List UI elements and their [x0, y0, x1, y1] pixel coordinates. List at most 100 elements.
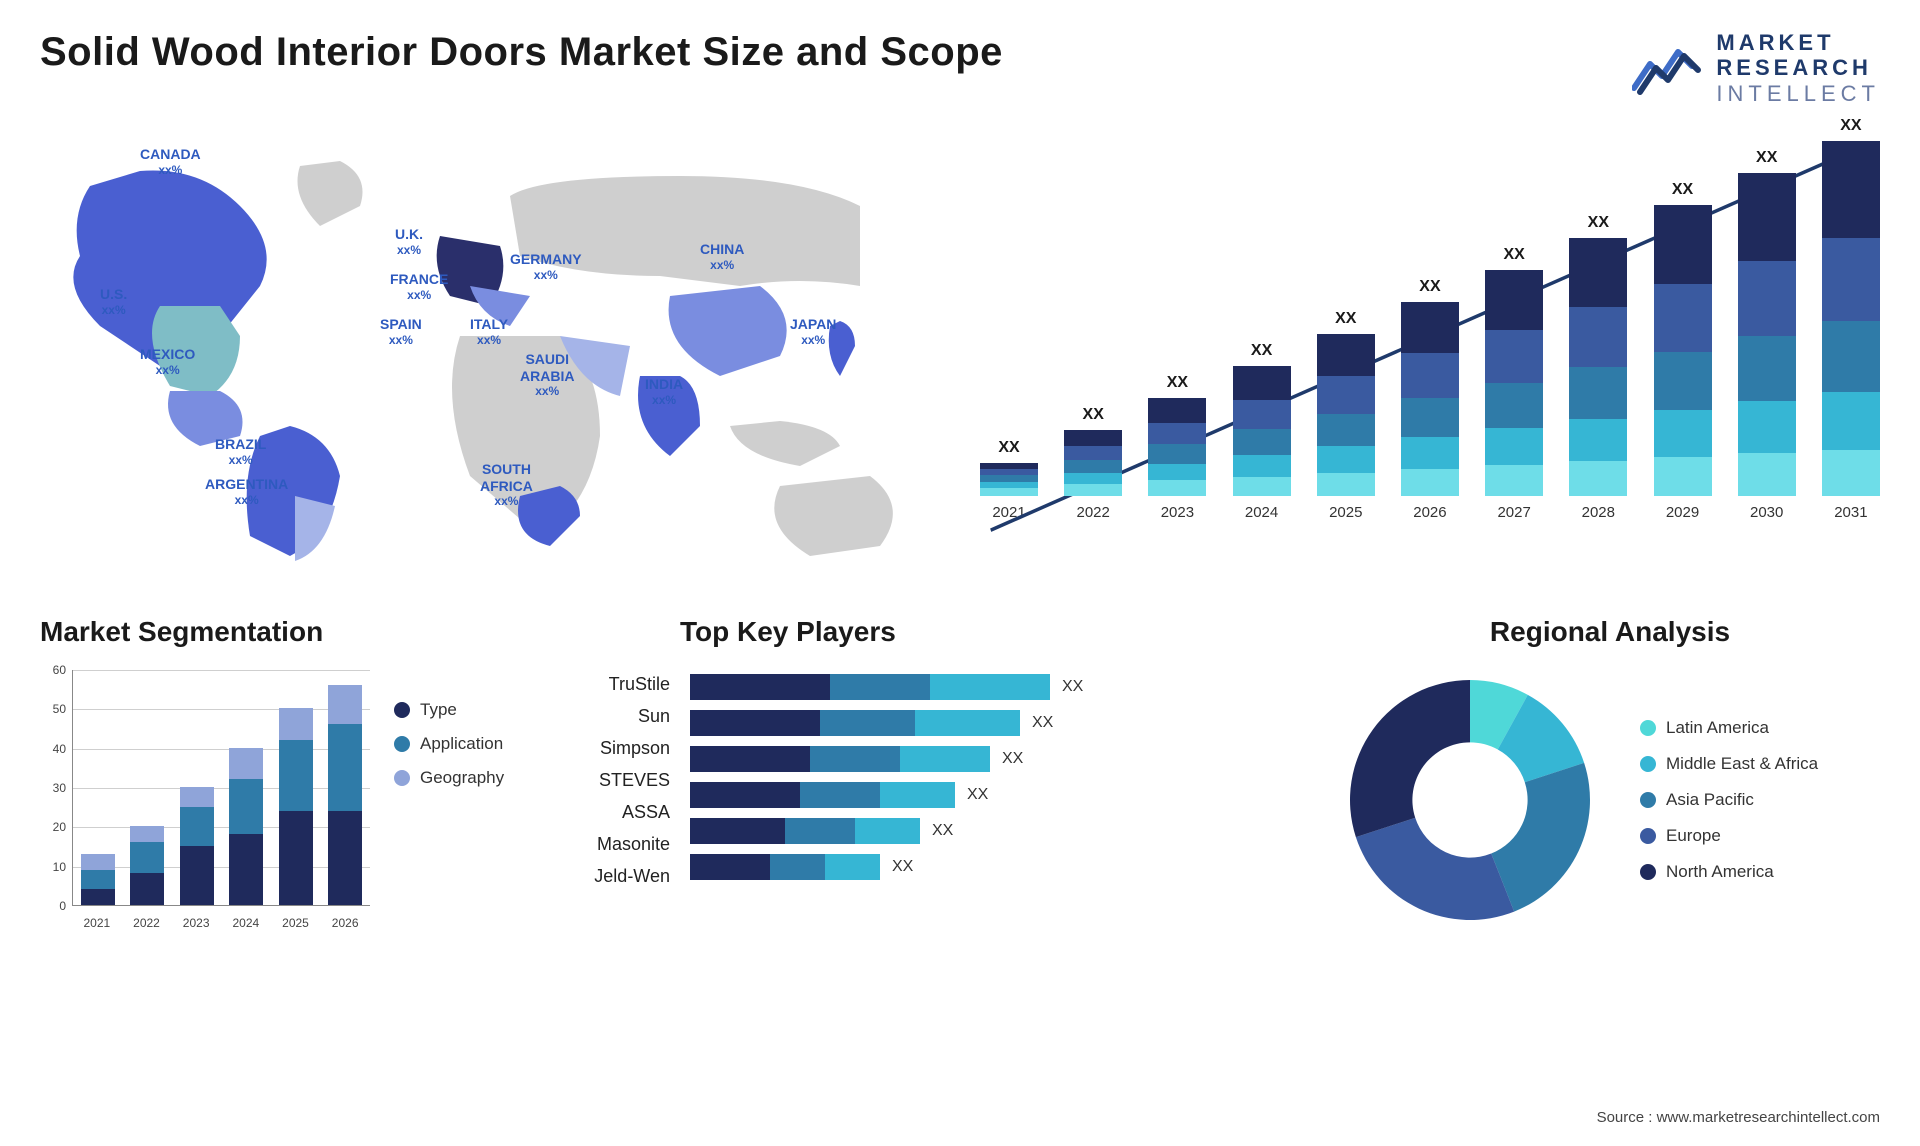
legend-item: Application [394, 734, 504, 754]
growth-bar: XX [1148, 374, 1206, 496]
player-value-label: XX [1062, 678, 1083, 696]
bar-value-label: XX [998, 439, 1019, 457]
player-name: STEVES [560, 770, 670, 791]
x-axis-label: 2023 [176, 916, 216, 930]
player-name: ASSA [560, 802, 670, 823]
players-list: TruStile Sun Simpson STEVES ASSA Masonite Jeld… [560, 674, 670, 887]
growth-bar: XX [980, 439, 1038, 496]
segmentation-bar [81, 854, 115, 905]
growth-bar: XX [1485, 246, 1543, 496]
bar-value-label: XX [1335, 310, 1356, 328]
regional-section: Regional Analysis Latin America Middle Ea… [1340, 616, 1880, 930]
legend-item: North America [1640, 862, 1818, 882]
growth-bar: XX [1822, 117, 1880, 496]
player-name: Simpson [560, 738, 670, 759]
year-tick: 2025 [1317, 504, 1375, 521]
players-section: Top Key Players TruStileSunSimpsonSTEVES… [680, 616, 1320, 930]
segmentation-bar [279, 708, 313, 905]
legend-item: Geography [394, 768, 504, 788]
players-bars: XXXXXXXXXXXX [690, 674, 1320, 887]
page-title: Solid Wood Interior Doors Market Size an… [40, 30, 1003, 75]
segmentation-bar [328, 685, 362, 905]
player-bar-row: XX [690, 854, 1320, 880]
x-axis-label: 2025 [276, 916, 316, 930]
map-label: CANADAxx% [140, 146, 201, 177]
player-bar-row: XX [690, 746, 1320, 772]
growth-bar: XX [1654, 181, 1712, 496]
segmentation-title: Market Segmentation [40, 616, 660, 648]
map-label: JAPANxx% [790, 316, 836, 347]
x-axis-label: 2021 [77, 916, 117, 930]
segmentation-bar [180, 787, 214, 905]
player-name: Jeld-Wen [560, 866, 670, 887]
map-label: ARGENTINAxx% [205, 476, 288, 507]
year-tick: 2028 [1569, 504, 1627, 521]
donut-chart [1340, 670, 1600, 930]
logo-icon [1632, 40, 1702, 96]
player-name: TruStile [560, 674, 670, 695]
legend-item: Europe [1640, 826, 1818, 846]
bottom-row: Market Segmentation 01020304050602021202… [40, 616, 1880, 930]
player-bar-row: XX [690, 710, 1320, 736]
player-value-label: XX [892, 858, 913, 876]
y-axis-label: 10 [40, 860, 66, 874]
segmentation-bar [229, 748, 263, 905]
player-value-label: XX [1002, 750, 1023, 768]
map-label: SAUDIARABIAxx% [520, 351, 574, 399]
year-tick: 2031 [1822, 504, 1880, 521]
x-axis-label: 2026 [325, 916, 365, 930]
growth-bar: XX [1401, 278, 1459, 496]
map-label: ITALYxx% [470, 316, 508, 347]
logo: MARKET RESEARCH INTELLECT [1632, 30, 1880, 106]
players-title: Top Key Players [680, 616, 1320, 648]
regional-title: Regional Analysis [1340, 616, 1880, 648]
map-label: SOUTHAFRICAxx% [480, 461, 533, 509]
segmentation-legend: Type Application Geography [394, 700, 504, 788]
growth-bar: XX [1233, 342, 1291, 496]
bar-value-label: XX [1756, 149, 1777, 167]
y-axis-label: 0 [40, 899, 66, 913]
y-axis-label: 30 [40, 781, 66, 795]
header: Solid Wood Interior Doors Market Size an… [40, 30, 1880, 106]
map-label: CHINAxx% [700, 241, 744, 272]
year-tick: 2027 [1485, 504, 1543, 521]
player-name: Sun [560, 706, 670, 727]
segmentation-bar [130, 826, 164, 905]
x-axis-label: 2024 [226, 916, 266, 930]
map-label: U.K.xx% [395, 226, 423, 257]
bar-value-label: XX [1503, 246, 1524, 264]
region-legend: Latin America Middle East & Africa Asia Pa… [1640, 718, 1818, 882]
growth-bar: XX [1569, 214, 1627, 496]
legend-item: Middle East & Africa [1640, 754, 1818, 774]
map-label: INDIAxx% [645, 376, 683, 407]
player-name: Masonite [560, 834, 670, 855]
player-value-label: XX [1032, 714, 1053, 732]
x-axis-label: 2022 [127, 916, 167, 930]
map-label: U.S.xx% [100, 286, 127, 317]
player-bar-row: XX [690, 674, 1320, 700]
y-axis-label: 60 [40, 663, 66, 677]
y-axis-label: 50 [40, 702, 66, 716]
year-tick: 2029 [1654, 504, 1712, 521]
player-bar-row: XX [690, 782, 1320, 808]
bar-value-label: XX [1588, 214, 1609, 232]
year-tick: 2024 [1233, 504, 1291, 521]
world-map: CANADAxx%U.S.xx%MEXICOxx%BRAZILxx%ARGENT… [40, 136, 940, 566]
growth-bar: XX [1064, 406, 1122, 496]
bar-value-label: XX [1672, 181, 1693, 199]
legend-item: Type [394, 700, 504, 720]
source-text: Source : www.marketresearchintellect.com [1597, 1109, 1880, 1126]
bar-value-label: XX [1083, 406, 1104, 424]
year-tick: 2023 [1148, 504, 1206, 521]
map-label: BRAZILxx% [215, 436, 266, 467]
logo-text: MARKET RESEARCH INTELLECT [1716, 30, 1880, 106]
legend-item: Latin America [1640, 718, 1818, 738]
top-row: CANADAxx%U.S.xx%MEXICOxx%BRAZILxx%ARGENT… [40, 136, 1880, 566]
year-tick: 2021 [980, 504, 1038, 521]
year-tick: 2026 [1401, 504, 1459, 521]
y-axis-label: 40 [40, 742, 66, 756]
bar-value-label: XX [1840, 117, 1861, 135]
player-value-label: XX [967, 786, 988, 804]
legend-item: Asia Pacific [1640, 790, 1818, 810]
bar-value-label: XX [1419, 278, 1440, 296]
